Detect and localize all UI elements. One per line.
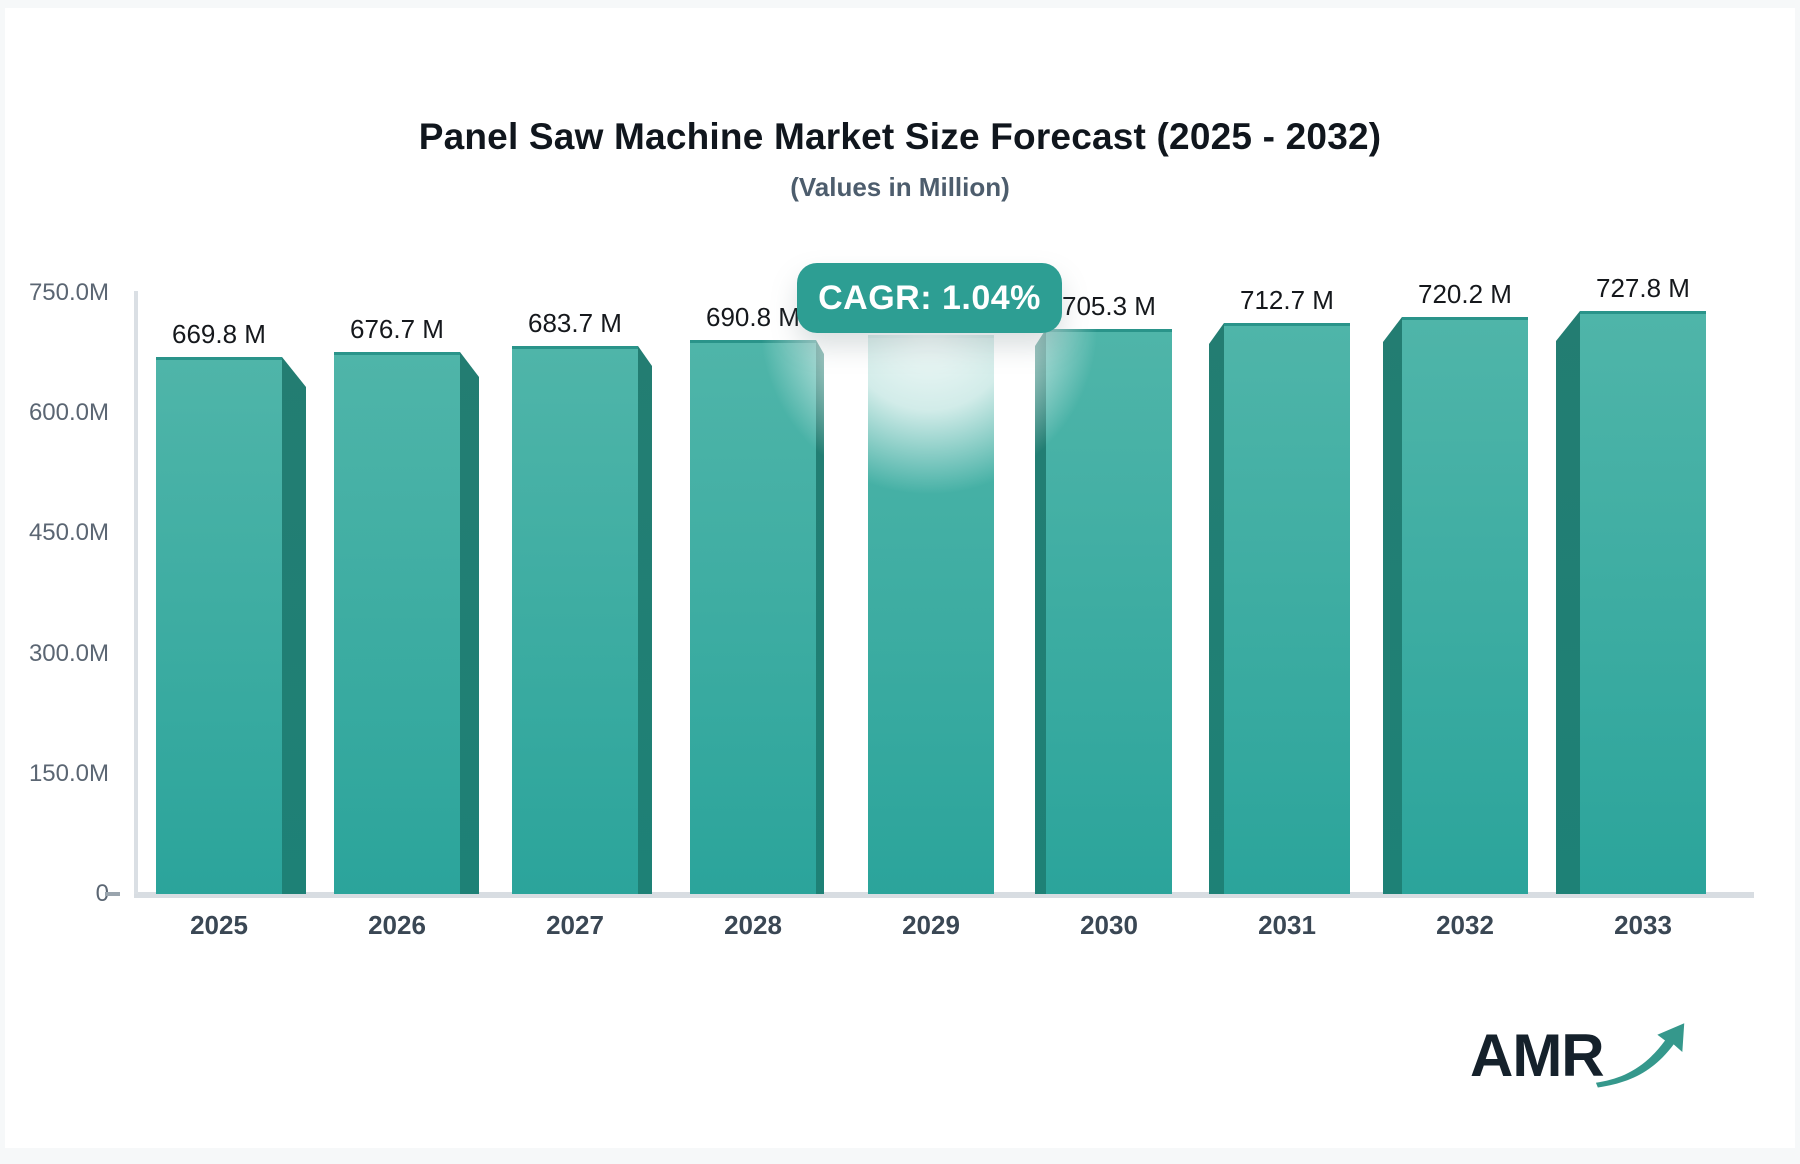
x-axis-line (134, 892, 1754, 898)
x-tick-label-2033: 2033 (1614, 910, 1672, 940)
bar-3d-side-2030 (1035, 329, 1046, 894)
y-tick-label: 750.0M (28, 279, 109, 306)
x-tick-label-2028: 2028 (724, 910, 782, 940)
bar-value-label-2030: 705.3 M (1062, 291, 1156, 321)
bar-3d-side-2031 (1209, 323, 1224, 894)
bar-2025 (156, 357, 282, 894)
bar-3d-side-2026 (460, 352, 479, 894)
bar-3d-side-2027 (638, 346, 652, 894)
bar-2031 (1224, 323, 1350, 894)
y-tick-label: 450.0M (28, 519, 109, 546)
bar-2026 (334, 352, 460, 894)
bar-2029 (868, 335, 994, 894)
cagr-badge: CAGR: 1.04% (797, 263, 1062, 333)
y-axis-line (134, 291, 138, 894)
bar-3d-side-2028 (816, 340, 824, 894)
bar-3d-side-2033 (1556, 311, 1580, 894)
bar-2032 (1402, 317, 1528, 894)
y-tick-label: 0 (95, 880, 109, 907)
bar-value-label-2027: 683.7 M (528, 308, 622, 338)
bar-2028 (690, 340, 816, 894)
bar-3d-side-2032 (1383, 317, 1402, 894)
bar-value-label-2025: 669.8 M (172, 319, 266, 349)
bar-2027 (512, 346, 638, 894)
bar-value-label-2026: 676.7 M (350, 314, 444, 344)
x-tick-label-2029: 2029 (902, 910, 960, 940)
amr-logo-arrow-icon (1595, 1023, 1685, 1088)
bar-value-label-2031: 712.7 M (1240, 285, 1334, 315)
amr-logo: AMR (1470, 1013, 1690, 1093)
x-tick-label-2025: 2025 (190, 910, 248, 940)
x-tick-label-2030: 2030 (1080, 910, 1138, 940)
x-tick-label-2027: 2027 (546, 910, 604, 940)
chart-subtitle: (Values in Million) (790, 172, 1010, 202)
y-tick-label: 150.0M (28, 760, 109, 787)
amr-logo-text: AMR (1470, 1022, 1605, 1089)
chart-title: Panel Saw Machine Market Size Forecast (… (418, 116, 1382, 157)
bar-3d-side-2025 (282, 357, 306, 894)
y-tick-label: 600.0M (28, 399, 109, 426)
chart-card: Panel Saw Machine Market Size Forecast (… (5, 8, 1795, 1148)
zero-tick-dash (105, 892, 120, 896)
x-tick-label-2026: 2026 (368, 910, 426, 940)
y-tick-label: 300.0M (28, 640, 109, 667)
bar-2033 (1580, 311, 1706, 894)
bar-2030 (1046, 329, 1172, 894)
bar-value-label-2033: 727.8 M (1596, 273, 1690, 303)
plot-area: 750.0M 600.0M 450.0M 300.0M 150.0M 0 669.8 M 6… (5, 8, 1800, 1164)
bar-value-label-2032: 720.2 M (1418, 279, 1512, 309)
x-tick-label-2031: 2031 (1258, 910, 1316, 940)
x-tick-label-2032: 2032 (1436, 910, 1494, 940)
